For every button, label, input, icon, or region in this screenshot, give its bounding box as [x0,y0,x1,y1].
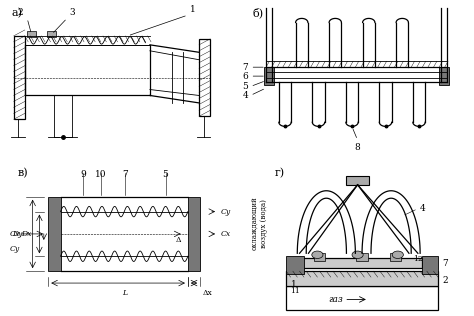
Text: 4: 4 [242,91,248,100]
Bar [14,36,25,119]
Text: 2: 2 [442,276,448,285]
Text: Cx: Cx [9,230,19,238]
Bar [302,258,422,268]
Text: Δx: Δx [202,289,212,297]
Text: 7: 7 [442,259,448,268]
Text: 1: 1 [190,4,196,14]
Text: 9: 9 [80,170,86,179]
Bar [314,253,325,261]
Bar [264,67,274,85]
Text: 5: 5 [163,170,168,179]
Circle shape [312,251,323,258]
Bar [439,67,449,85]
Text: 5: 5 [242,82,248,91]
Text: 8: 8 [355,143,360,152]
Text: 11: 11 [291,287,301,295]
Text: L: L [122,289,127,297]
Text: 10: 10 [95,170,107,179]
Text: Cy: Cy [9,245,19,253]
Text: 4: 4 [420,204,426,213]
Text: г): г) [275,168,285,179]
Text: газ: газ [328,295,343,304]
Text: Dy: Dy [12,230,22,238]
Text: Dx: Dx [21,230,31,238]
Bar [356,253,368,261]
Bar [286,286,438,310]
Text: 1: 1 [291,280,296,289]
Text: Δ: Δ [176,236,182,244]
Bar [390,253,401,261]
Bar [47,32,56,37]
Circle shape [352,251,363,258]
Bar [199,39,210,116]
Bar [346,176,369,185]
Bar [188,197,200,271]
Bar [422,256,438,274]
Text: 7: 7 [242,63,248,72]
Text: 2: 2 [17,8,23,16]
Text: 12: 12 [413,255,423,263]
Text: а): а) [11,8,22,18]
Text: б): б) [253,8,264,18]
Bar [286,256,304,274]
Bar [27,32,36,37]
Text: Cy: Cy [220,208,230,216]
Text: охлаждающий
воздух (вода): охлаждающий воздух (вода) [251,197,268,250]
Circle shape [392,251,403,258]
Text: Cx: Cx [220,230,230,238]
Bar [48,197,61,271]
Text: 3: 3 [70,8,75,16]
Text: 6: 6 [242,72,248,81]
Bar [286,271,438,286]
Text: в): в) [18,168,29,179]
Text: 7: 7 [122,170,128,179]
